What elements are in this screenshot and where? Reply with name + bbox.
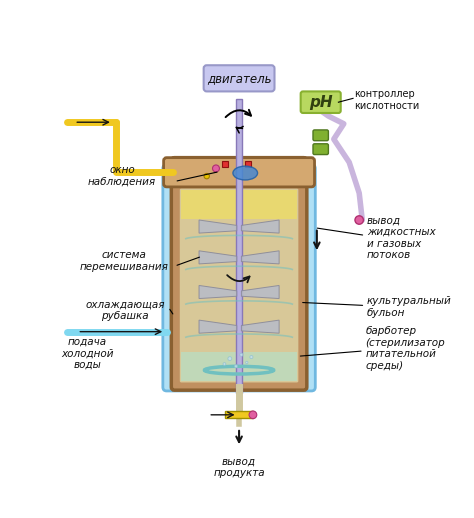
Text: двигатель: двигатель xyxy=(207,72,271,85)
Bar xyxy=(245,161,251,167)
FancyBboxPatch shape xyxy=(204,65,274,91)
Polygon shape xyxy=(199,220,237,233)
Circle shape xyxy=(228,357,232,361)
Text: вывод
продукта: вывод продукта xyxy=(213,456,265,478)
Polygon shape xyxy=(241,285,279,298)
Circle shape xyxy=(235,365,237,368)
Circle shape xyxy=(223,363,226,365)
FancyBboxPatch shape xyxy=(180,189,298,382)
FancyBboxPatch shape xyxy=(301,91,341,113)
Polygon shape xyxy=(199,285,237,298)
Polygon shape xyxy=(199,320,237,333)
Polygon shape xyxy=(241,220,279,233)
FancyBboxPatch shape xyxy=(163,165,315,391)
FancyBboxPatch shape xyxy=(164,157,315,187)
Text: барботер
(стерилизатор
питательной
среды): барботер (стерилизатор питательной среды… xyxy=(365,326,445,371)
Circle shape xyxy=(355,216,364,224)
Circle shape xyxy=(240,353,243,356)
Text: pH: pH xyxy=(309,95,332,110)
FancyBboxPatch shape xyxy=(313,144,328,154)
Bar xyxy=(236,99,242,393)
Ellipse shape xyxy=(233,166,257,180)
Text: охлаждающая
рубашка: охлаждающая рубашка xyxy=(85,299,165,321)
Text: система
перемешивания: система перемешивания xyxy=(79,250,168,271)
Polygon shape xyxy=(182,352,297,381)
Polygon shape xyxy=(241,251,279,264)
Polygon shape xyxy=(241,320,279,333)
Circle shape xyxy=(249,411,257,419)
Bar xyxy=(225,411,253,418)
Circle shape xyxy=(246,362,248,364)
Text: культуральный
бульон: культуральный бульон xyxy=(367,296,452,318)
Text: подача
холодной
воды: подача холодной воды xyxy=(61,337,114,370)
FancyBboxPatch shape xyxy=(313,130,328,141)
Polygon shape xyxy=(182,190,297,219)
Text: вывод
жидкостных
и газовых
потоков: вывод жидкостных и газовых потоков xyxy=(367,215,436,260)
Circle shape xyxy=(204,174,210,179)
FancyBboxPatch shape xyxy=(171,157,307,390)
Text: окно
наблюдения: окно наблюдения xyxy=(88,165,156,187)
Text: контроллер
кислотности: контроллер кислотности xyxy=(355,89,420,111)
Bar xyxy=(222,161,228,167)
Polygon shape xyxy=(199,251,237,264)
Circle shape xyxy=(212,165,219,172)
Circle shape xyxy=(250,355,253,358)
